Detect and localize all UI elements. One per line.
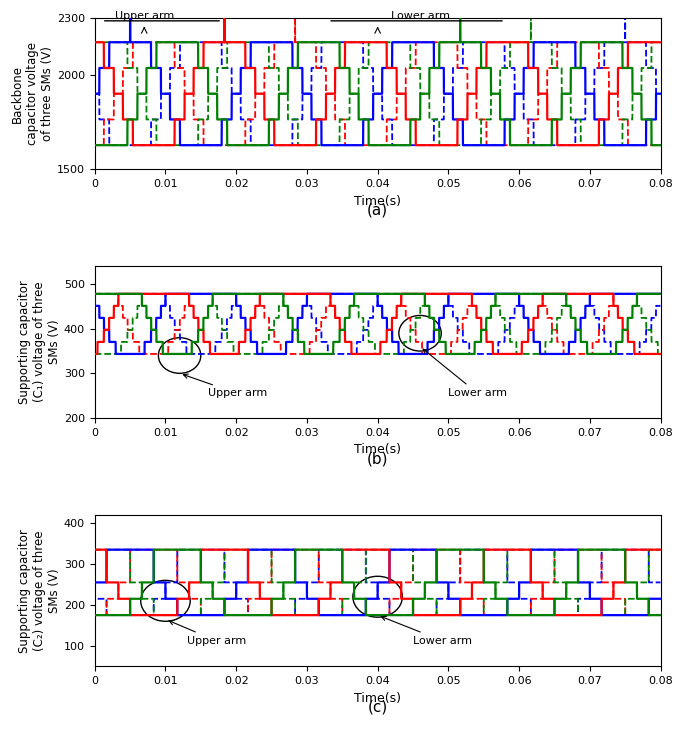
Y-axis label: Supporting capacitor
(C₂) voltage of three
SMs (V): Supporting capacitor (C₂) voltage of thr… xyxy=(18,529,61,653)
Text: (a): (a) xyxy=(367,203,389,218)
Text: Upper arm: Upper arm xyxy=(183,374,267,399)
Text: Lower arm: Lower arm xyxy=(391,11,449,21)
Y-axis label: Backbone
capacitor voltage
of three SMs (V): Backbone capacitor voltage of three SMs … xyxy=(11,42,54,145)
X-axis label: Time(s): Time(s) xyxy=(354,195,401,208)
Text: Upper arm: Upper arm xyxy=(115,11,174,21)
X-axis label: Time(s): Time(s) xyxy=(354,691,401,704)
Text: (c): (c) xyxy=(367,700,388,715)
Text: Lower arm: Lower arm xyxy=(423,349,508,399)
Text: Lower arm: Lower arm xyxy=(382,616,472,646)
Text: Upper arm: Upper arm xyxy=(169,620,246,646)
Text: (b): (b) xyxy=(367,451,389,466)
X-axis label: Time(s): Time(s) xyxy=(354,443,401,456)
Y-axis label: Supporting capacitor
(C₁) voltage of three
SMs (V): Supporting capacitor (C₁) voltage of thr… xyxy=(18,280,61,404)
